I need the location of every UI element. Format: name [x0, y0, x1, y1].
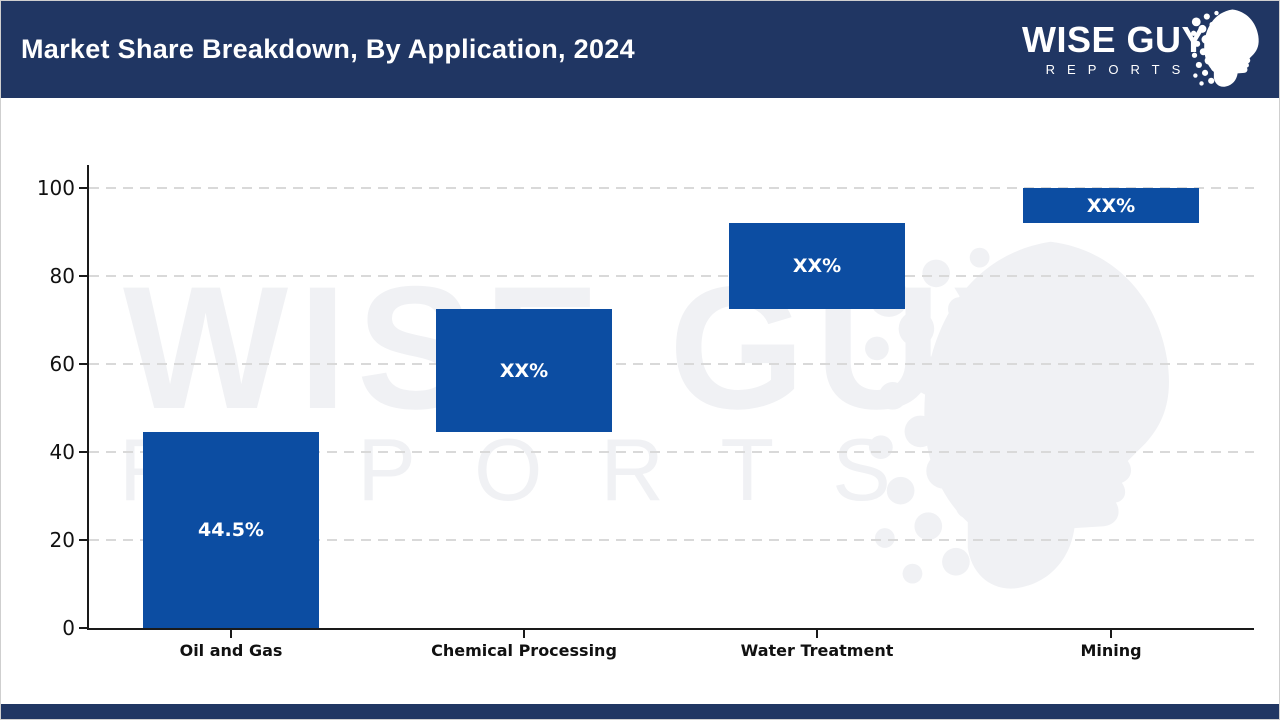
- gridline: [89, 363, 1254, 365]
- bar-value-label: XX%: [1086, 194, 1136, 217]
- x-tick-label: Chemical Processing: [431, 641, 617, 660]
- bar-segment: XX%: [1023, 188, 1199, 224]
- x-tick-label: Water Treatment: [740, 641, 894, 660]
- bar-segment: XX%: [729, 223, 905, 309]
- x-tick-label: Oil and Gas: [179, 641, 283, 660]
- footer-bar: [1, 704, 1279, 719]
- brand-name: WISE GUY: [1021, 19, 1206, 60]
- brand-subname: REPORTS: [1045, 62, 1193, 77]
- gridline: [89, 539, 1254, 541]
- x-tick-mark: [816, 630, 818, 638]
- y-tick-mark: [79, 539, 88, 541]
- y-axis-spine: [87, 165, 89, 630]
- y-tick-label: 80: [49, 264, 75, 288]
- y-tick-label: 0: [62, 616, 75, 640]
- x-tick-mark: [1110, 630, 1112, 638]
- y-tick-mark: [79, 451, 88, 453]
- header-bar: Market Share Breakdown, By Application, …: [1, 1, 1279, 98]
- y-tick-label: 100: [36, 176, 75, 200]
- bar-segment: 44.5%: [143, 432, 319, 628]
- brand-logo: WISE GUY REPORTS: [1022, 6, 1265, 94]
- bar-value-label: XX%: [499, 359, 549, 382]
- bar-value-label: XX%: [792, 255, 842, 278]
- bar-segment: XX%: [436, 309, 612, 433]
- gridline: [89, 451, 1254, 453]
- y-tick-mark: [79, 363, 88, 365]
- x-tick-mark: [230, 630, 232, 638]
- x-tick-mark: [523, 630, 525, 638]
- chart-canvas: WISE GUY REPORTS 0 20 40 60 80 100 44.5% XX% XX%…: [1, 98, 1279, 704]
- y-tick-mark: [79, 275, 88, 277]
- plot-area: 0 20 40 60 80 100 44.5% XX% XX% XX% Oil and Gas Che…: [1, 98, 1279, 704]
- y-tick-label: 40: [49, 440, 75, 464]
- x-tick-label: Mining: [1080, 641, 1142, 660]
- y-tick-label: 60: [49, 352, 75, 376]
- page-title: Market Share Breakdown, By Application, …: [21, 34, 635, 64]
- bar-value-label: 44.5%: [198, 519, 264, 542]
- brand-face-icon: [1190, 9, 1259, 87]
- y-tick-mark: [79, 627, 88, 629]
- gridline: [89, 187, 1254, 189]
- gridline: [89, 275, 1254, 277]
- x-axis-spine: [87, 628, 1254, 630]
- brand-logo-text: WISE GUY REPORTS: [1021, 19, 1206, 78]
- y-tick-mark: [79, 187, 88, 189]
- y-tick-label: 20: [49, 528, 75, 552]
